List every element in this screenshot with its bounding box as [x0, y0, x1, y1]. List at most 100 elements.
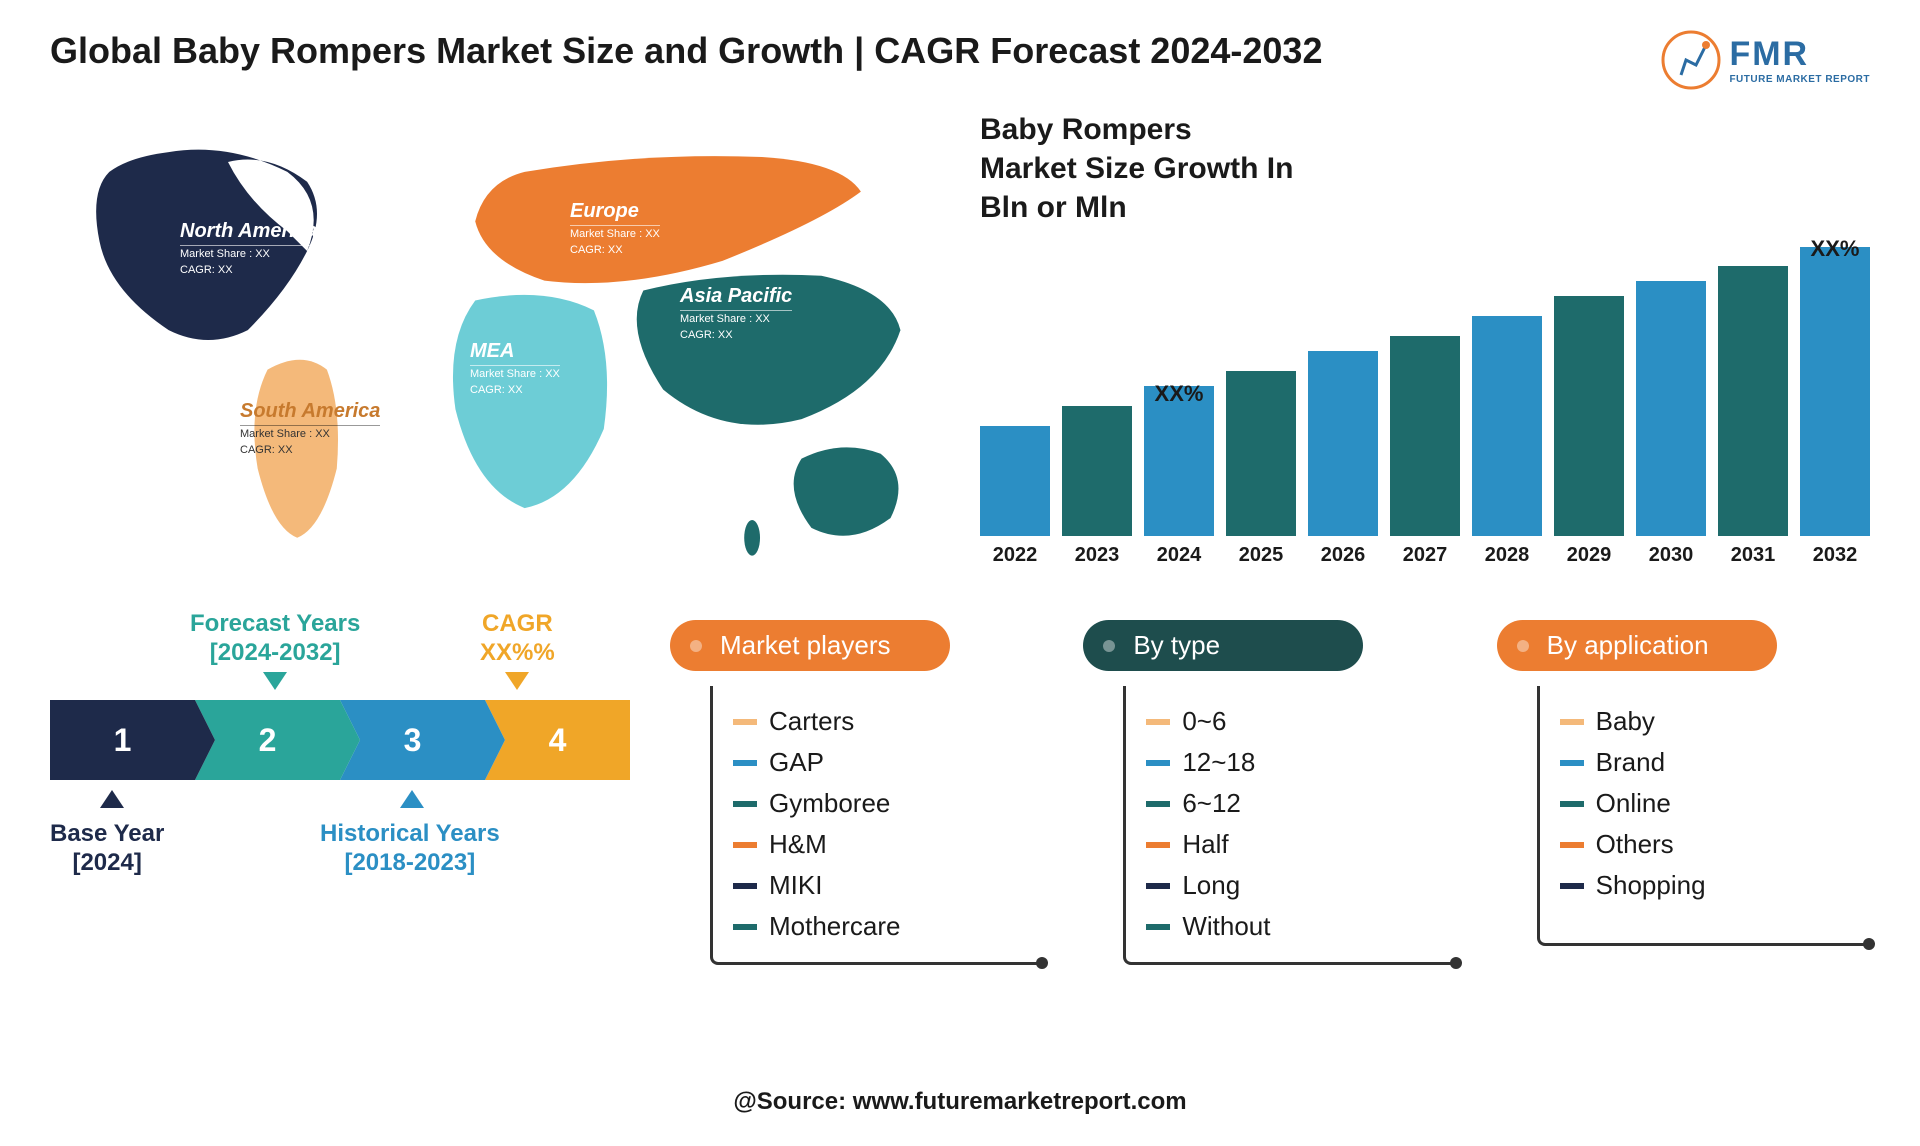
region-mea: MEA Market Share : XX CAGR: XX: [470, 340, 560, 396]
bar: [1718, 266, 1788, 536]
marker-icon: [1146, 842, 1170, 848]
category-item: Mothercare: [733, 911, 1023, 942]
bar: [1800, 247, 1870, 536]
category-by-type: By type 0~6 12~18 6~12 Half Long Without: [1083, 620, 1456, 965]
marker-icon: [1146, 719, 1170, 725]
timeline: Forecast Years [2024-2032] CAGR XX%% 123…: [50, 620, 630, 780]
category-item: Others: [1560, 829, 1850, 860]
bar-label: 2026: [1321, 544, 1366, 567]
category-item: 0~6: [1146, 706, 1436, 737]
category-market-players: Market players Carters GAP Gymboree H&M …: [670, 620, 1043, 965]
arrow-segment-4: 4: [485, 700, 630, 780]
marker-icon: [1560, 883, 1584, 889]
marker-icon: [1560, 719, 1584, 725]
pointer-up-icon: [263, 672, 287, 690]
marker-icon: [1146, 883, 1170, 889]
bar: [1472, 316, 1542, 536]
region-north-america: North America Market Share : XX CAGR: XX: [180, 220, 317, 276]
category-item: 6~12: [1146, 788, 1436, 819]
bar-label: 2028: [1485, 544, 1530, 567]
bar-label: 2030: [1649, 544, 1694, 567]
marker-icon: [733, 883, 757, 889]
region-south-america: South America Market Share : XX CAGR: XX: [240, 400, 380, 456]
dot-icon: [1103, 640, 1115, 652]
region-europe: Europe Market Share : XX CAGR: XX: [570, 200, 660, 256]
category-item: Shopping: [1560, 870, 1850, 901]
bar-2029: 2029: [1554, 247, 1624, 567]
marker-icon: [1146, 801, 1170, 807]
category-body: 0~6 12~18 6~12 Half Long Without: [1123, 686, 1456, 965]
category-item: Baby: [1560, 706, 1850, 737]
category-item: Online: [1560, 788, 1850, 819]
chart-title: Baby RompersMarket Size Growth InBln or …: [980, 110, 1870, 227]
logo: FMR FUTURE MARKET REPORT: [1661, 30, 1870, 90]
dot-icon: [1517, 640, 1529, 652]
logo-text-sub: FUTURE MARKET REPORT: [1729, 74, 1870, 85]
bar: [1308, 351, 1378, 536]
bar: [980, 426, 1050, 536]
category-header: Market players: [670, 620, 950, 671]
bar-label: 2024: [1157, 544, 1202, 567]
timeline-label-base: Base Year [2024]: [50, 820, 164, 878]
bar-label: 2029: [1567, 544, 1612, 567]
bar-2026: 2026: [1308, 247, 1378, 567]
category-item: H&M: [733, 829, 1023, 860]
arrow-bar: 1234: [50, 700, 630, 780]
category-item: Long: [1146, 870, 1436, 901]
timeline-label-forecast: Forecast Years [2024-2032]: [190, 610, 360, 668]
marker-icon: [733, 719, 757, 725]
timeline-label-historical: Historical Years [2018-2023]: [320, 820, 500, 878]
category-body: Baby Brand Online Others Shopping: [1537, 686, 1870, 946]
dot-icon: [690, 640, 702, 652]
region-asia-pacific: Asia Pacific Market Share : XX CAGR: XX: [680, 285, 792, 341]
category-item: GAP: [733, 747, 1023, 778]
category-item: Carters: [733, 706, 1023, 737]
logo-icon: [1661, 30, 1721, 90]
category-item: MIKI: [733, 870, 1023, 901]
marker-icon: [1560, 801, 1584, 807]
bar: [1144, 386, 1214, 536]
bar-2031: 2031: [1718, 247, 1788, 567]
bar-annotation: XX%: [1155, 381, 1204, 407]
category-body: Carters GAP Gymboree H&M MIKI Mothercare: [710, 686, 1043, 965]
bar-label: 2027: [1403, 544, 1448, 567]
marker-icon: [1146, 760, 1170, 766]
bar-2030: 2030: [1636, 247, 1706, 567]
bar-2027: 2027: [1390, 247, 1460, 567]
bar-2028: 2028: [1472, 247, 1542, 567]
bar: [1062, 406, 1132, 536]
timeline-label-cagr: CAGR XX%%: [480, 610, 555, 668]
bar-2024: XX% 2024: [1144, 247, 1214, 567]
bar: [1554, 296, 1624, 536]
marker-icon: [733, 842, 757, 848]
bar-annotation: XX%: [1811, 236, 1860, 262]
pointer-down-icon: [100, 790, 124, 808]
pointer-up-icon: [505, 672, 529, 690]
category-item: Half: [1146, 829, 1436, 860]
arrow-segment-2: 2: [195, 700, 340, 780]
marker-icon: [1560, 842, 1584, 848]
bar-2032: XX% 2032: [1800, 247, 1870, 567]
bar: [1390, 336, 1460, 536]
category-header: By type: [1083, 620, 1363, 671]
category-item: 12~18: [1146, 747, 1436, 778]
category-item: Gymboree: [733, 788, 1023, 819]
marker-icon: [733, 924, 757, 930]
bar-2025: 2025: [1226, 247, 1296, 567]
world-map: North America Market Share : XX CAGR: XX…: [50, 110, 940, 570]
pointer-down-icon: [400, 790, 424, 808]
category-header: By application: [1497, 620, 1777, 671]
marker-icon: [733, 801, 757, 807]
bar-label: 2022: [993, 544, 1038, 567]
marker-icon: [1560, 760, 1584, 766]
bar-label: 2032: [1813, 544, 1858, 567]
bar-2022: 2022: [980, 247, 1050, 567]
arrow-segment-1: 1: [50, 700, 195, 780]
category-item: Brand: [1560, 747, 1850, 778]
source-text: @Source: www.futuremarketreport.com: [733, 1088, 1186, 1116]
bar-label: 2023: [1075, 544, 1120, 567]
bar-label: 2031: [1731, 544, 1776, 567]
arrow-segment-3: 3: [340, 700, 485, 780]
category-by-application: By application Baby Brand Online Others …: [1497, 620, 1870, 965]
growth-chart: Baby RompersMarket Size Growth InBln or …: [960, 110, 1870, 570]
